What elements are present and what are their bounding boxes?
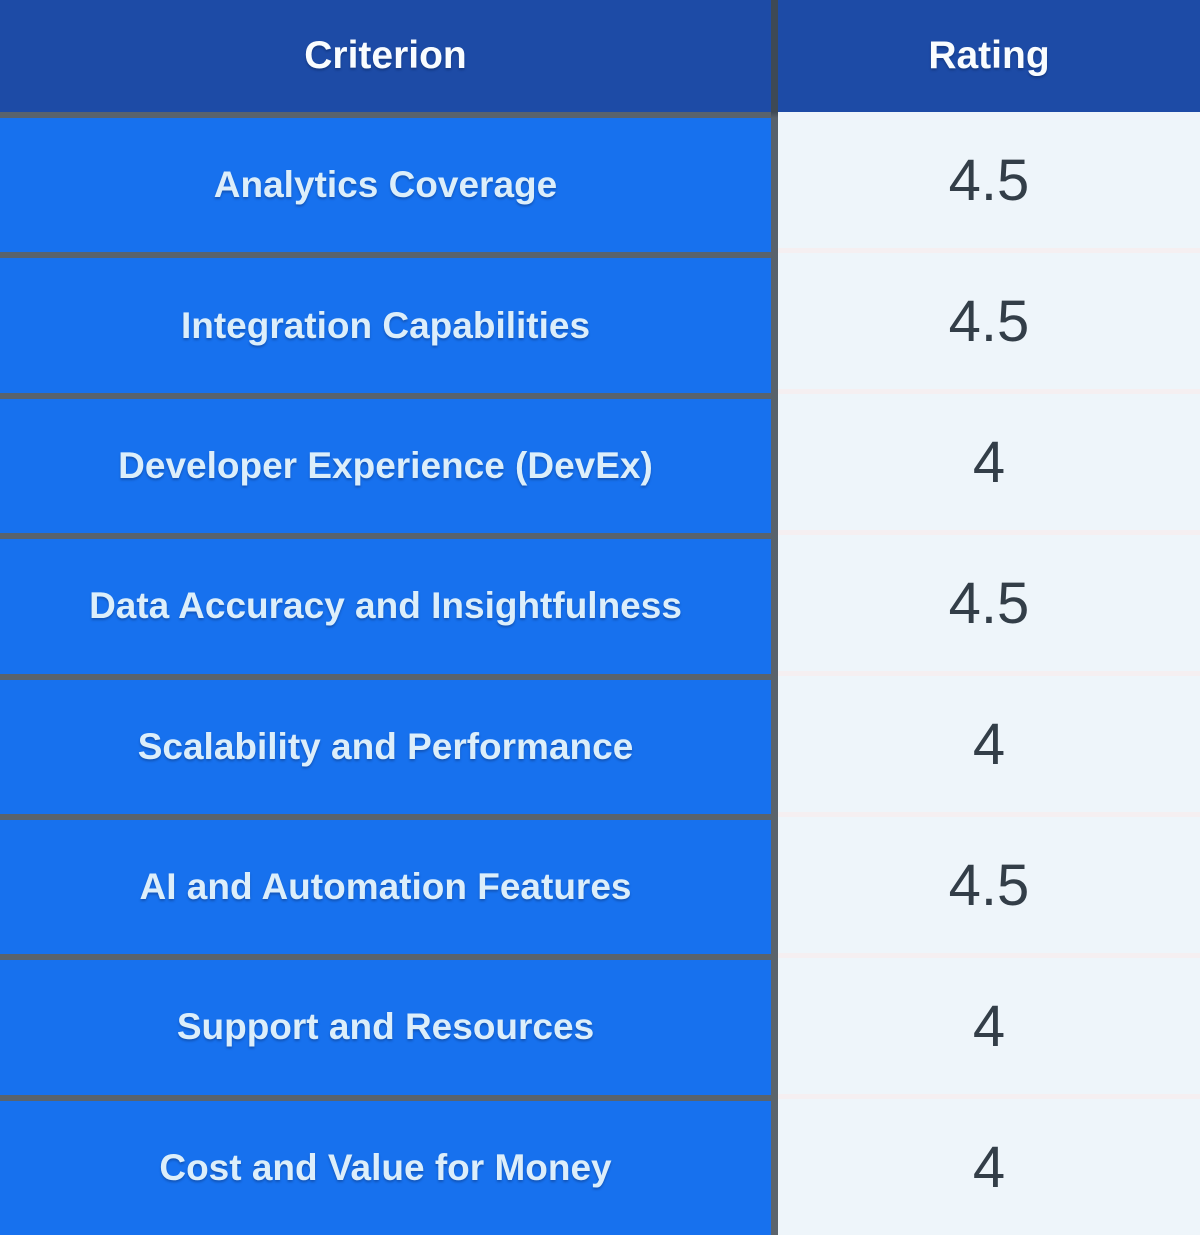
- rating-cell: 4: [778, 389, 1200, 530]
- criterion-cell: Data Accuracy and Insightfulness: [0, 533, 771, 674]
- rating-cell: 4: [778, 671, 1200, 812]
- rating-cell: 4.5: [778, 812, 1200, 953]
- criterion-cell: Support and Resources: [0, 954, 771, 1095]
- rating-column: Rating 4.5 4.5 4 4.5 4 4.5 4 4: [778, 0, 1200, 1235]
- column-header-criterion: Criterion: [0, 0, 771, 112]
- column-divider: [771, 0, 778, 1235]
- rating-cell: 4: [778, 953, 1200, 1094]
- criterion-cell: Developer Experience (DevEx): [0, 392, 771, 534]
- criterion-cell: Integration Capabilities: [0, 252, 771, 393]
- criterion-cell: Cost and Value for Money: [0, 1094, 771, 1235]
- rating-cell: 4.5: [778, 112, 1200, 248]
- rating-cell: 4: [778, 1094, 1200, 1235]
- column-header-rating: Rating: [778, 0, 1200, 112]
- criterion-cell: Analytics Coverage: [0, 112, 771, 253]
- criterion-column: Criterion Analytics Coverage Integration …: [0, 0, 771, 1235]
- rating-cell: 4.5: [778, 248, 1200, 389]
- criterion-cell: AI and Automation Features: [0, 813, 771, 955]
- rating-cell: 4.5: [778, 530, 1200, 671]
- criterion-cell: Scalability and Performance: [0, 673, 771, 814]
